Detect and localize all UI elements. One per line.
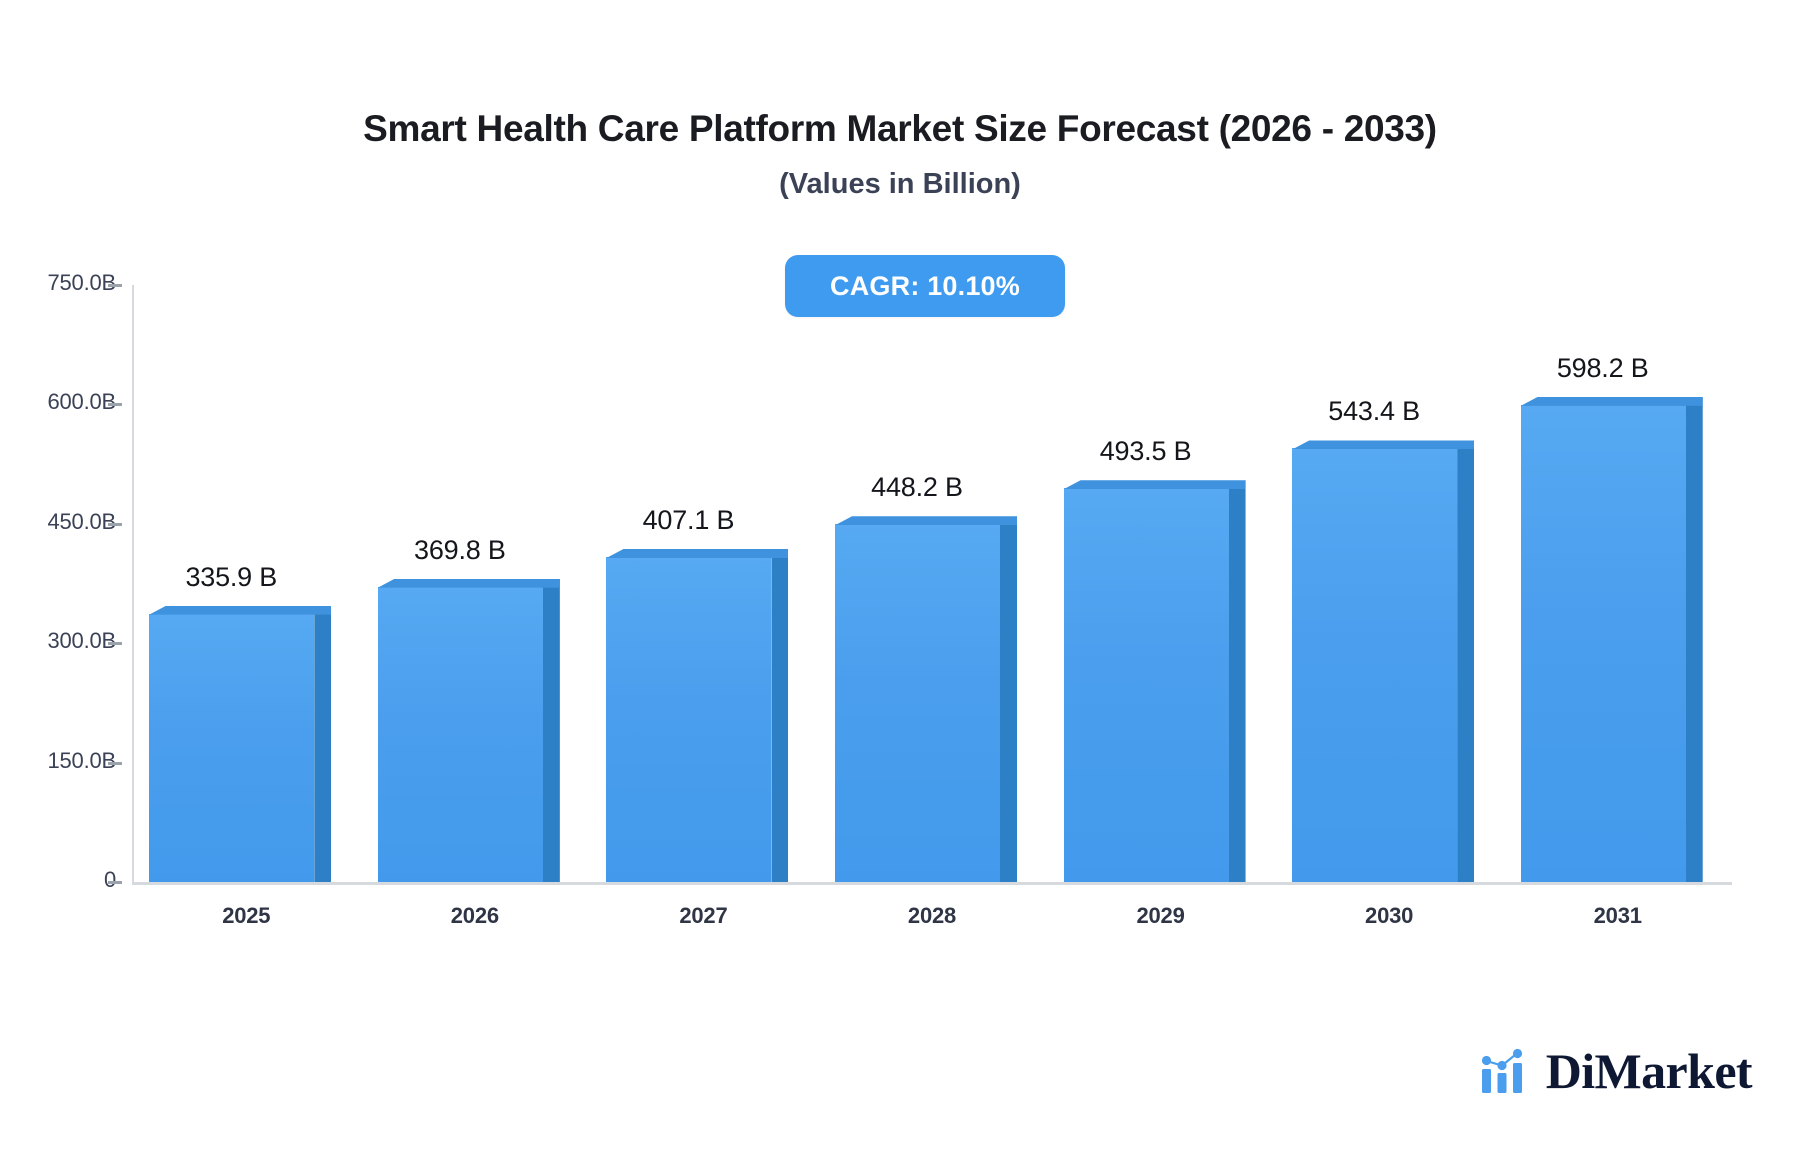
bar-top-face [1063,480,1246,490]
bar-slot: 335.9 B [149,285,332,882]
bar-top-face [606,548,789,558]
x-axis-tick-label-2031: 2031 [1593,903,1642,928]
bar-2031[interactable] [1520,396,1703,882]
y-axis-tick-mark [108,403,122,407]
bar-side-face [771,548,789,882]
y-axis-tick-label: 0 [103,867,116,892]
bar-slot: 598.2 B [1520,285,1703,882]
bar-top-face [1292,440,1475,450]
bar-2025[interactable] [149,605,332,882]
bar-top-face [835,516,1017,526]
bar-top-face [1520,396,1703,406]
chart-title: Smart Health Care Platform Market Size F… [363,108,1437,149]
bar-value-label: 543.4 B [1328,396,1420,427]
bar-side-face [1457,440,1475,882]
bar-2027[interactable] [606,548,789,882]
bar-side-face [542,578,560,882]
y-axis-tick-mark [108,881,122,884]
x-axis-tick-label-2030: 2030 [1365,903,1414,928]
x-axis-tick-label-2027: 2027 [679,903,728,928]
bar-top-face [377,578,560,588]
bar-2030[interactable] [1292,440,1475,882]
bar-front-face [835,524,1000,882]
bar-slot: 369.8 B [377,285,560,882]
bar-slot: 493.5 B [1063,285,1246,882]
y-axis-tick-label: 600.0B [47,389,116,415]
y-axis-tick-mark [108,522,122,526]
bar-slot: 448.2 B [835,285,1017,882]
bar-slot: 407.1 B [606,285,789,882]
bar-value-label: 493.5 B [1099,436,1192,467]
bar-side-face [1685,396,1703,882]
bar-slot: 543.4 B [1292,285,1475,882]
bar-front-face [1520,404,1686,882]
y-axis-tick-label: 150.0B [47,747,116,773]
y-axis-tick-mark [108,642,122,646]
x-axis-tick-label-2025: 2025 [222,903,271,928]
bar-side-face [1228,480,1246,882]
bar-2028[interactable] [835,516,1017,882]
y-axis-tick-mark [108,761,122,765]
bar-value-label: 598.2 B [1556,352,1649,383]
bar-side-face [1000,516,1017,882]
x-axis-tick-label-2026: 2026 [450,903,499,928]
bar-value-label: 335.9 B [185,561,278,592]
cagr-badge: CAGR: 10.10% [785,255,1065,317]
y-axis-tick-mark [108,284,122,287]
bar-value-label: 407.1 B [642,504,735,535]
brand-name: DiMarket [1545,1043,1753,1099]
bar-front-face [377,586,543,882]
x-axis-tick-label-2029: 2029 [1136,903,1185,928]
y-axis-tick-label: 750.0B [47,270,116,295]
bar-front-face [606,556,772,882]
bar-chart-icon [1480,1047,1532,1095]
bar-2026[interactable] [377,578,560,882]
bar-value-label: 369.8 B [414,534,506,565]
y-axis-tick-label: 450.0B [47,508,116,534]
chart-subtitle: (Values in Billion) [779,168,1021,200]
bar-front-face [1063,488,1229,882]
bar-front-face [149,613,315,882]
bar-front-face [1292,448,1458,882]
bar-value-label: 448.2 B [871,472,963,503]
y-axis-tick-label: 300.0B [47,628,116,654]
bar-side-face [314,605,332,882]
bar-2029[interactable] [1063,480,1246,882]
brand-logo: DiMarket [1480,1042,1753,1100]
x-axis-line [132,882,1732,885]
x-axis-tick-label-2028: 2028 [907,903,957,928]
bar-top-face [149,605,332,615]
plot-area: 335.9 B 369.8 B 407.1 B 448.2 B 493.5 B 543.4… [132,285,1732,885]
y-axis-line [132,285,134,885]
